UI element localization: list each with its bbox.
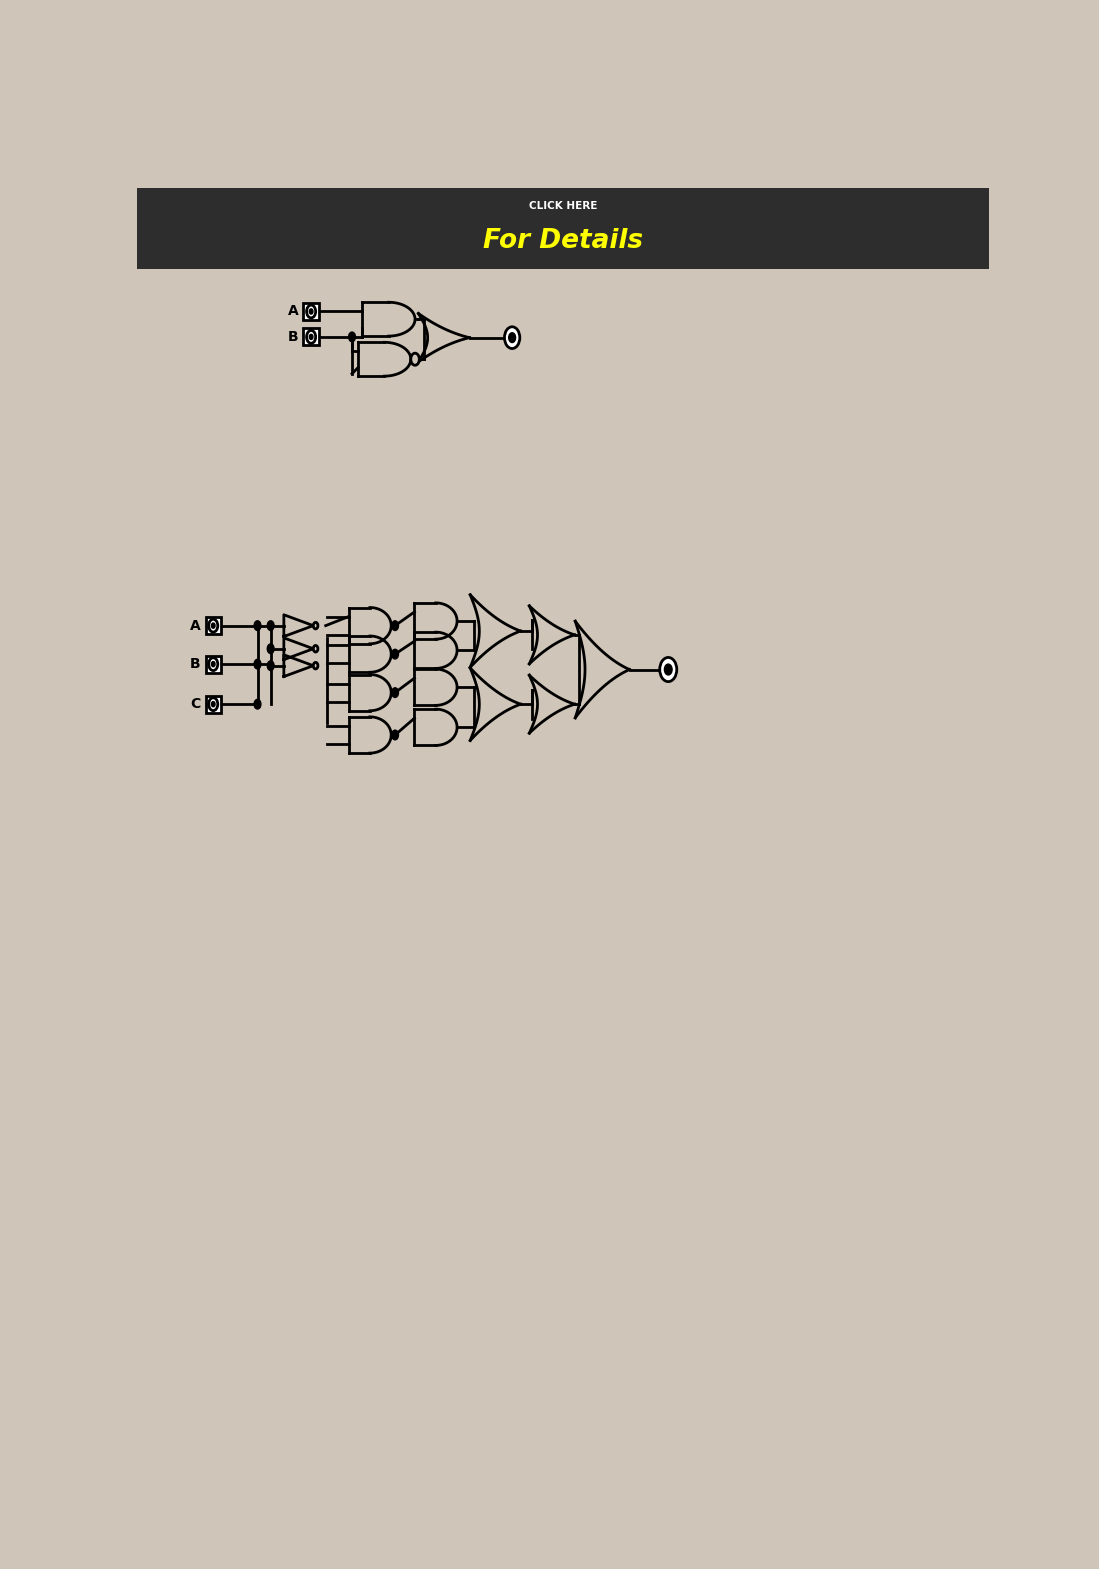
- Circle shape: [267, 643, 274, 654]
- Circle shape: [209, 620, 218, 632]
- Circle shape: [209, 698, 218, 711]
- Circle shape: [391, 687, 399, 698]
- Text: B: B: [190, 657, 200, 672]
- Circle shape: [254, 621, 260, 631]
- Circle shape: [391, 650, 399, 659]
- Bar: [206, 617, 221, 634]
- Circle shape: [391, 621, 399, 631]
- Text: For Details: For Details: [484, 228, 643, 254]
- Circle shape: [348, 333, 355, 342]
- Text: C: C: [190, 697, 200, 711]
- Circle shape: [267, 661, 274, 670]
- Circle shape: [209, 657, 218, 670]
- Circle shape: [254, 700, 260, 709]
- Circle shape: [509, 333, 515, 342]
- Circle shape: [313, 645, 318, 653]
- Text: B: B: [288, 329, 298, 344]
- Circle shape: [665, 664, 673, 675]
- Circle shape: [504, 326, 520, 348]
- Bar: [303, 328, 319, 345]
- Circle shape: [313, 623, 318, 629]
- Circle shape: [267, 621, 274, 631]
- Bar: [137, 188, 989, 270]
- Circle shape: [659, 657, 677, 681]
- Bar: [206, 695, 221, 712]
- Circle shape: [307, 331, 315, 344]
- Text: CLICK HERE: CLICK HERE: [529, 201, 598, 212]
- Circle shape: [211, 662, 215, 667]
- Circle shape: [391, 730, 399, 741]
- Bar: [206, 656, 221, 673]
- Circle shape: [309, 334, 313, 339]
- Text: A: A: [190, 618, 200, 632]
- Circle shape: [211, 623, 215, 628]
- Circle shape: [211, 701, 215, 706]
- Circle shape: [307, 304, 315, 319]
- Circle shape: [254, 659, 260, 668]
- Circle shape: [411, 353, 420, 366]
- Circle shape: [313, 662, 318, 668]
- Bar: [303, 303, 319, 320]
- Circle shape: [309, 309, 313, 314]
- Text: A: A: [288, 304, 298, 319]
